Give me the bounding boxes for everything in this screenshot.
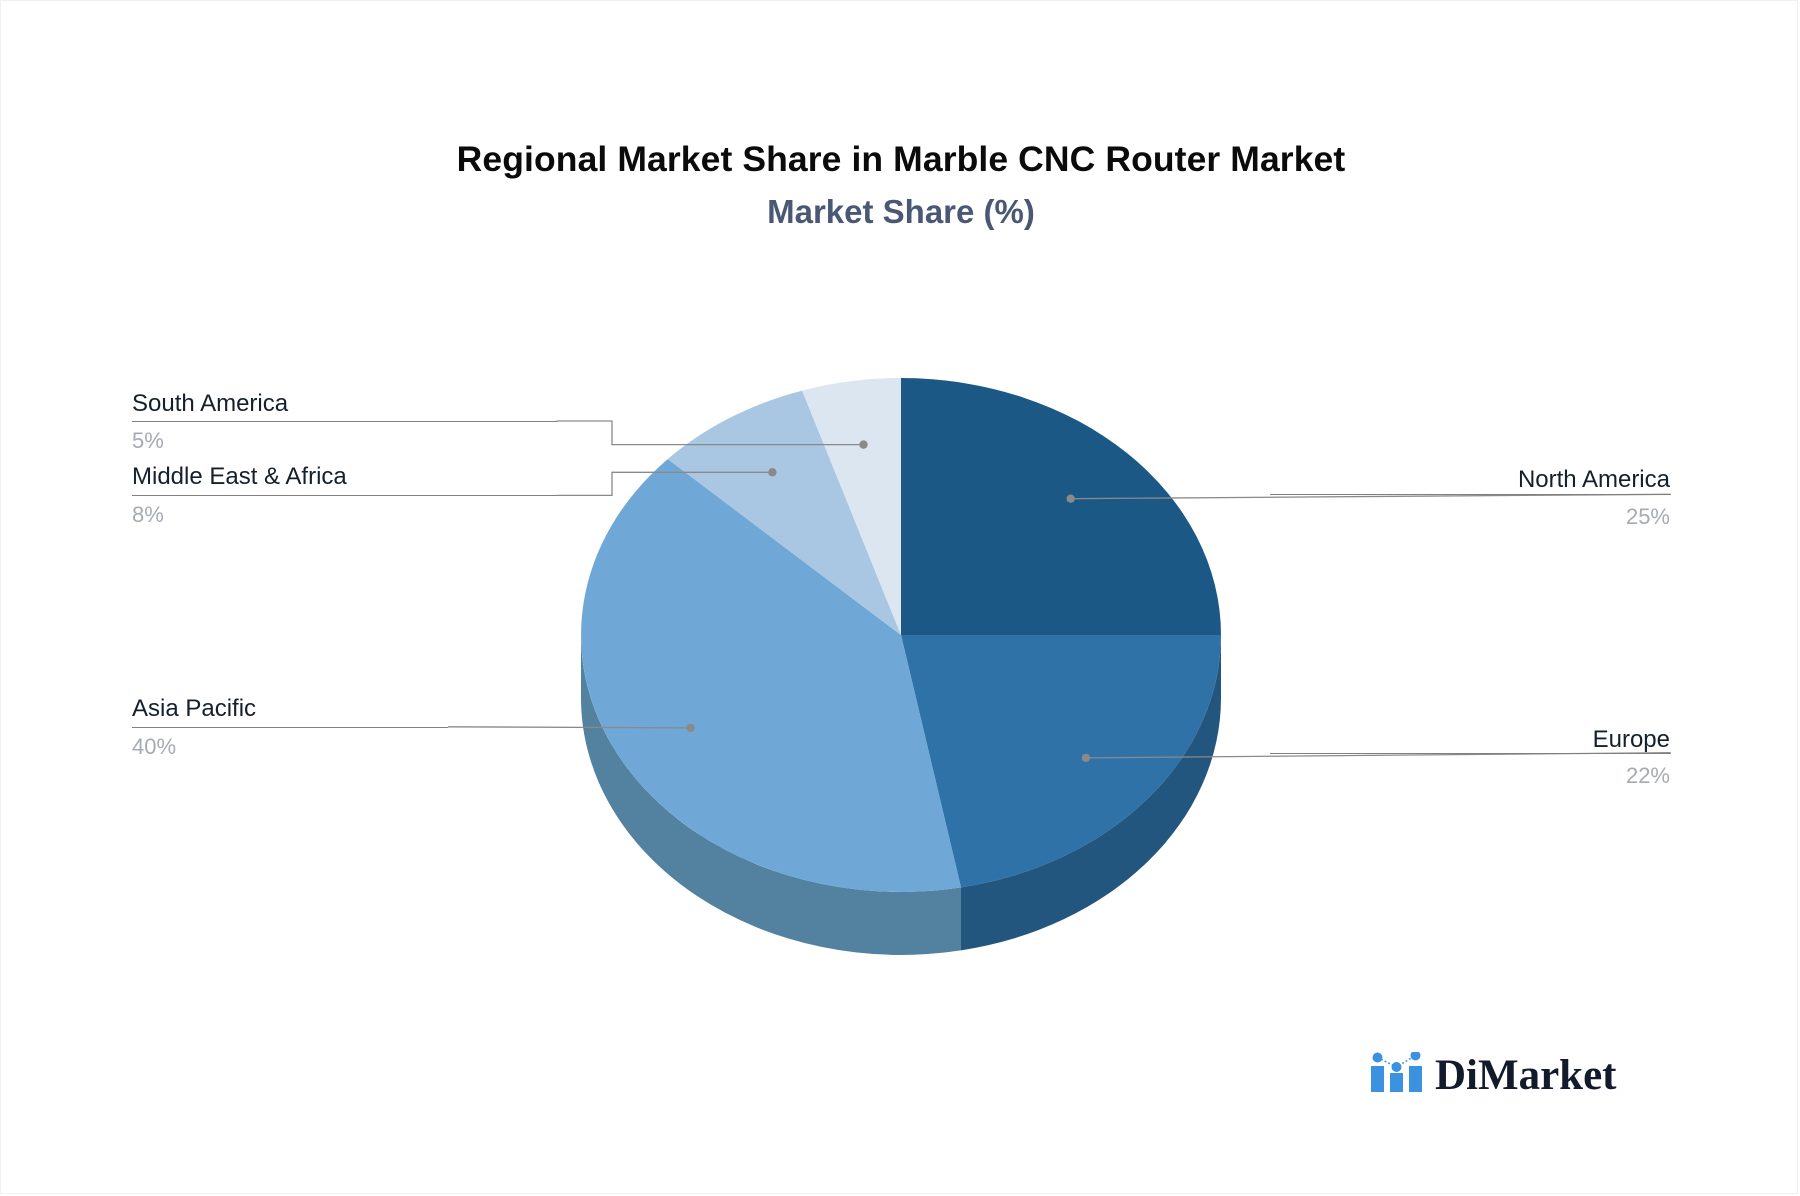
svg-text:DiMarket: DiMarket [1435,1052,1617,1098]
